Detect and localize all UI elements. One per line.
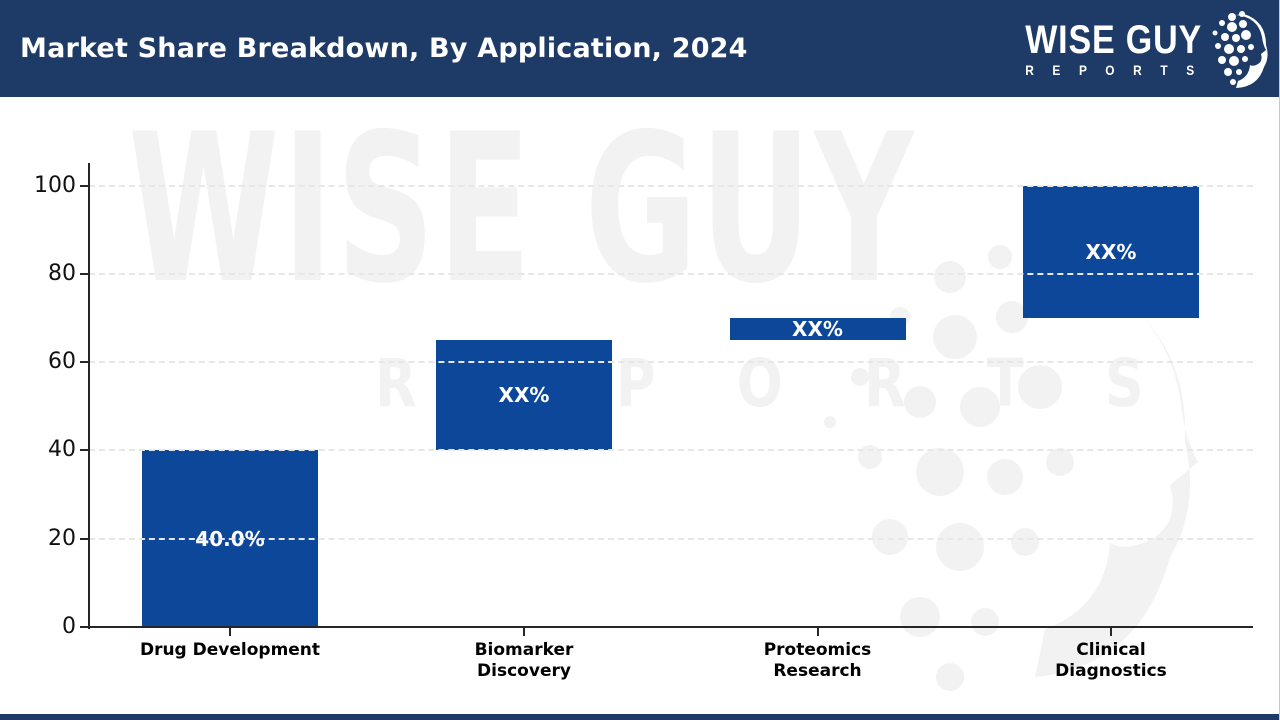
y-tick-80 [80, 272, 89, 275]
watermark-head-icon [824, 245, 1198, 691]
logo-subtitle: R E P O R T S [1025, 61, 1202, 78]
bar-value-label: XX% [792, 316, 843, 341]
y-tick-label-60: 60 [48, 349, 76, 375]
x-tick-2 [816, 628, 819, 636]
x-tick-0 [229, 628, 231, 636]
bar-proteomics-research: XX% [729, 316, 906, 341]
x-tick-label-0: Drug Development [139, 640, 321, 660]
x-tick-1 [523, 628, 525, 636]
y-axis-spine [88, 163, 90, 629]
logo-head-icon [1212, 10, 1268, 88]
watermark-wordmark: WISE GUY [128, 91, 917, 329]
y-tick-60 [80, 361, 89, 364]
x-tick-label-1: Biomarker Discovery [474, 640, 574, 681]
x-axis-spine [88, 626, 1253, 628]
gridline-100 [89, 184, 1253, 187]
footer-bar [0, 714, 1279, 720]
header: Market Share Breakdown, By Application, … [0, 0, 1279, 97]
y-tick-20 [80, 537, 89, 540]
y-tick-40 [80, 449, 89, 452]
bar-clinical-diagnostics: XX% [1023, 185, 1199, 318]
y-tick-label-100: 100 [34, 172, 76, 198]
x-tick-label-2: Proteomics Research [763, 640, 872, 681]
bar-value-label: XX% [1085, 239, 1137, 264]
bar-value-label: XX% [498, 383, 550, 408]
y-tick-label-0: 0 [62, 614, 76, 639]
y-tick-label-40: 40 [48, 437, 76, 463]
logo-wordmark: WISE GUY [1025, 17, 1202, 62]
y-tick-100 [80, 184, 89, 187]
y-tick-label-20: 20 [48, 525, 76, 551]
gridline-20 [89, 537, 1253, 540]
logo-text: WISE GUY R E P O R T S [1025, 20, 1202, 78]
x-tick-3 [1110, 628, 1112, 636]
bar-biomarker-discovery: XX% [436, 340, 612, 451]
wiseguy-logo: WISE GUY R E P O R T S [994, 9, 1268, 89]
x-tick-label-3: Clinical Diagnostics [1055, 640, 1167, 681]
gridline-40 [89, 449, 1253, 452]
gridline-60 [89, 361, 1253, 364]
gridline-80 [89, 272, 1253, 275]
page-title: Market Share Breakdown, By Application, … [20, 33, 748, 64]
y-tick-0 [80, 626, 89, 628]
y-tick-label-80: 80 [48, 260, 76, 286]
